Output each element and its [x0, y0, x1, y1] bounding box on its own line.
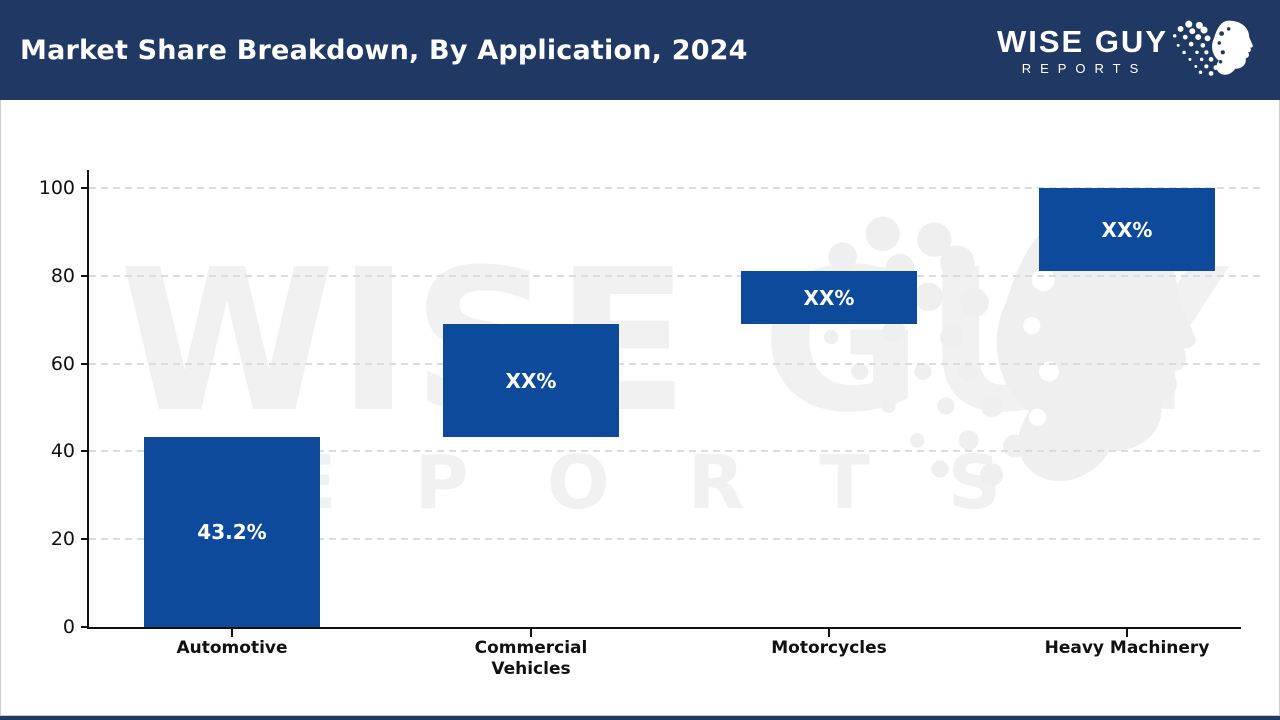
logo-subtitle: REPORTS [1021, 61, 1148, 76]
wise-guy-logo: WISE GUY REPORTS [997, 12, 1258, 88]
bar-commercial-vehicles: XX% [443, 324, 619, 438]
gridline [89, 187, 1263, 189]
logo-text: WISE GUY REPORTS [997, 24, 1168, 76]
x-tick-mark [530, 629, 532, 637]
x-axis [87, 627, 1241, 629]
y-axis [87, 170, 89, 629]
gridline [89, 538, 1263, 541]
dotted-face-icon [1172, 20, 1253, 76]
chart-area: WISE GUY REPORTS 0 20 40 60 80 100 43.2% Automo… [0, 100, 1280, 720]
y-tick-label: 20 [50, 528, 75, 551]
logo-wordmark: WISE GUY [996, 24, 1168, 59]
header-bar: Market Share Breakdown, By Application, … [0, 0, 1280, 100]
x-tick-mark [1126, 629, 1128, 637]
x-tick-mark [828, 629, 830, 637]
y-tick-mark [81, 274, 89, 277]
footer-bar [0, 715, 1280, 720]
gridline [89, 274, 1263, 277]
gridline [89, 450, 1263, 453]
y-tick-label: 100 [38, 177, 75, 199]
bar-heavy-machinery: XX% [1039, 188, 1215, 272]
bar-value-label: XX% [803, 285, 855, 310]
x-tick-label-commercial-vehicles: Commercial Vehicles [474, 638, 588, 679]
bar-automotive: 43.2% [144, 437, 320, 627]
bar-value-label: XX% [1101, 217, 1153, 242]
x-tick-label-automotive: Automotive [176, 638, 288, 658]
bar-value-label: XX% [505, 368, 557, 393]
x-tick-mark [231, 629, 233, 637]
y-tick-mark [81, 538, 89, 541]
y-tick-label: 0 [62, 616, 75, 638]
y-tick-mark [81, 187, 89, 189]
gridline [89, 362, 1263, 365]
y-tick-mark [81, 362, 89, 365]
x-tick-label-heavy-machinery: Heavy Machinery [1044, 638, 1210, 658]
y-tick-mark [81, 450, 89, 453]
y-tick-mark [81, 626, 89, 628]
y-tick-label: 80 [50, 264, 75, 287]
x-tick-label-motorcycles: Motorcycles [771, 638, 887, 658]
y-tick-label: 60 [50, 352, 75, 375]
watermark-face-icon [805, 216, 1196, 487]
page-title: Market Share Breakdown, By Application, … [20, 34, 748, 66]
y-tick-label: 40 [50, 440, 75, 463]
bar-value-label: 43.2% [197, 520, 267, 545]
bar-motorcycles: XX% [741, 271, 917, 325]
